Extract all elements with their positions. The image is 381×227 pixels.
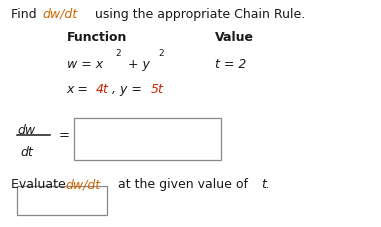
Text: t = 2: t = 2 <box>215 58 247 71</box>
FancyBboxPatch shape <box>74 118 221 160</box>
Text: 2: 2 <box>115 49 121 58</box>
Text: dw/dt: dw/dt <box>43 8 78 21</box>
Text: dw/dt: dw/dt <box>65 178 100 191</box>
Text: 4t: 4t <box>96 83 109 96</box>
Text: dw: dw <box>17 124 35 137</box>
Text: , y =: , y = <box>112 83 146 96</box>
Text: at the given value of: at the given value of <box>110 178 252 191</box>
Text: + y: + y <box>124 58 150 71</box>
Text: Function: Function <box>67 31 127 44</box>
Text: =: = <box>59 129 70 142</box>
Text: t.: t. <box>261 178 270 191</box>
Text: x =: x = <box>67 83 93 96</box>
Text: Value: Value <box>215 31 254 44</box>
FancyBboxPatch shape <box>17 186 107 215</box>
Text: using the appropriate Chain Rule.: using the appropriate Chain Rule. <box>87 8 305 21</box>
Text: Find: Find <box>11 8 45 21</box>
Text: w = x: w = x <box>67 58 103 71</box>
Text: 5t: 5t <box>150 83 163 96</box>
Text: dt: dt <box>20 146 33 159</box>
Text: Evaluate: Evaluate <box>11 178 74 191</box>
Text: 2: 2 <box>158 49 164 58</box>
